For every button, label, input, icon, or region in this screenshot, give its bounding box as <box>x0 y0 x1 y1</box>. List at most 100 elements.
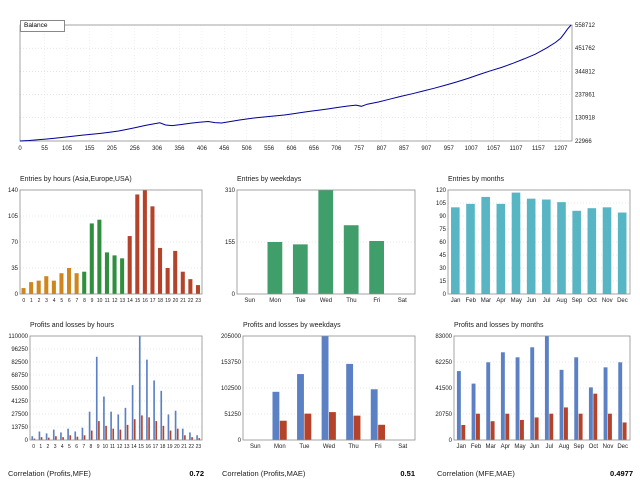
svg-text:Sat: Sat <box>398 444 407 450</box>
svg-text:20750: 20750 <box>435 412 452 418</box>
svg-text:757: 757 <box>354 146 365 152</box>
pl-by-weekdays-title: Profits and losses by weekdays <box>243 322 341 329</box>
svg-text:456: 456 <box>219 146 230 152</box>
svg-text:75: 75 <box>439 227 446 233</box>
svg-text:0: 0 <box>22 298 25 304</box>
svg-text:10: 10 <box>97 298 103 304</box>
svg-text:406: 406 <box>197 146 208 152</box>
entries-by-weekdays-panel: Entries by weekdays 0 155 310 Sun Mon Tue Wed T… <box>217 174 417 306</box>
svg-text:Mar: Mar <box>485 444 495 450</box>
svg-text:15: 15 <box>439 279 446 285</box>
svg-text:70: 70 <box>11 240 18 246</box>
svg-text:68750: 68750 <box>11 373 28 379</box>
svg-text:May: May <box>514 444 525 450</box>
svg-text:4: 4 <box>53 298 56 304</box>
svg-text:35: 35 <box>11 266 18 272</box>
svg-text:Aug: Aug <box>556 298 567 304</box>
svg-text:9: 9 <box>97 444 100 450</box>
svg-text:656: 656 <box>309 146 320 152</box>
svg-text:62250: 62250 <box>435 360 452 366</box>
svg-text:Mon: Mon <box>274 444 286 450</box>
svg-text:Sun: Sun <box>250 444 261 450</box>
svg-text:0: 0 <box>25 438 29 444</box>
svg-text:Fri: Fri <box>375 444 382 450</box>
svg-text:41250: 41250 <box>11 399 28 405</box>
svg-text:May: May <box>511 298 522 304</box>
svg-text:606: 606 <box>287 146 298 152</box>
svg-text:3: 3 <box>45 298 48 304</box>
svg-text:0: 0 <box>238 438 242 444</box>
svg-text:10: 10 <box>102 444 108 450</box>
stat-value: 0.4977 <box>610 469 633 478</box>
svg-text:558712: 558712 <box>575 23 596 29</box>
entries-by-months-title: Entries by months <box>448 176 505 183</box>
svg-text:1107: 1107 <box>510 146 524 152</box>
svg-text:27500: 27500 <box>11 412 28 418</box>
stat-label: Correlation (MFE,MAE) <box>437 469 515 478</box>
svg-text:21: 21 <box>181 444 187 450</box>
svg-text:12: 12 <box>112 298 118 304</box>
svg-text:90: 90 <box>439 214 446 220</box>
svg-text:Oct: Oct <box>587 298 597 304</box>
svg-text:Nov: Nov <box>603 444 614 450</box>
balance-chart-label: Balance <box>20 20 65 32</box>
pl-by-weekdays-chart: 0 51250 102500 153750 205000 Sun Mon Tue Wed Thu F… <box>221 334 416 450</box>
svg-text:205: 205 <box>107 146 118 152</box>
svg-text:Jul: Jul <box>543 298 551 304</box>
svg-text:6: 6 <box>68 298 71 304</box>
svg-text:1057: 1057 <box>487 146 501 152</box>
svg-text:344812: 344812 <box>575 69 596 75</box>
svg-text:310: 310 <box>225 188 236 194</box>
svg-text:0: 0 <box>443 292 447 298</box>
entries-by-months-panel: Entries by months 0 15 30 45 60 75 90 105 120 Jan… <box>432 174 632 306</box>
svg-text:120: 120 <box>436 188 447 194</box>
svg-text:60: 60 <box>439 240 446 246</box>
svg-text:957: 957 <box>444 146 455 152</box>
svg-text:20: 20 <box>173 298 179 304</box>
svg-text:23: 23 <box>196 444 202 450</box>
svg-text:105: 105 <box>436 201 447 207</box>
svg-text:16: 16 <box>145 444 151 450</box>
svg-text:Fri: Fri <box>373 298 380 304</box>
svg-text:22: 22 <box>188 444 194 450</box>
svg-text:Aug: Aug <box>559 444 570 450</box>
svg-text:14: 14 <box>131 444 137 450</box>
entries-by-weekdays-title: Entries by weekdays <box>237 176 302 183</box>
svg-text:110000: 110000 <box>8 334 28 340</box>
svg-text:Wed: Wed <box>323 444 335 450</box>
svg-text:306: 306 <box>152 146 163 152</box>
svg-text:Mon: Mon <box>269 298 281 304</box>
pl-by-hours-chart: 0137502750041250550006875082500962501100… <box>8 334 203 450</box>
svg-text:1007: 1007 <box>465 146 479 152</box>
svg-text:41500: 41500 <box>435 386 452 392</box>
svg-text:7: 7 <box>82 444 85 450</box>
svg-text:907: 907 <box>421 146 432 152</box>
svg-text:9: 9 <box>91 298 94 304</box>
svg-text:14: 14 <box>127 298 133 304</box>
svg-text:16: 16 <box>142 298 148 304</box>
pl-by-months-panel: Profits and losses by months 0 20750 41500… <box>432 320 632 452</box>
svg-text:8: 8 <box>83 298 86 304</box>
svg-text:153750: 153750 <box>221 360 242 366</box>
svg-text:45: 45 <box>439 253 446 259</box>
svg-text:Jun: Jun <box>527 298 537 304</box>
pl-by-months-title: Profits and losses by months <box>454 322 544 329</box>
svg-text:0: 0 <box>15 292 19 298</box>
svg-text:55000: 55000 <box>11 386 28 392</box>
svg-text:13: 13 <box>120 298 126 304</box>
correlation-mfe-mae: Correlation (MFE,MAE) 0.4977 <box>437 469 633 480</box>
svg-text:5: 5 <box>60 298 63 304</box>
svg-text:Sun: Sun <box>244 298 255 304</box>
svg-text:0: 0 <box>32 444 35 450</box>
correlation-profits-mfe: Correlation (Profits,MFE) 0.72 <box>8 469 204 480</box>
correlation-profits-mae: Correlation (Profits,MAE) 0.51 <box>222 469 415 480</box>
svg-text:12: 12 <box>117 444 123 450</box>
svg-text:Thu: Thu <box>348 444 358 450</box>
svg-text:155: 155 <box>84 146 95 152</box>
svg-text:356: 356 <box>174 146 185 152</box>
svg-text:130918: 130918 <box>575 116 596 122</box>
svg-text:Sep: Sep <box>572 298 583 304</box>
svg-text:1157: 1157 <box>532 146 546 152</box>
svg-text:13750: 13750 <box>11 425 28 431</box>
